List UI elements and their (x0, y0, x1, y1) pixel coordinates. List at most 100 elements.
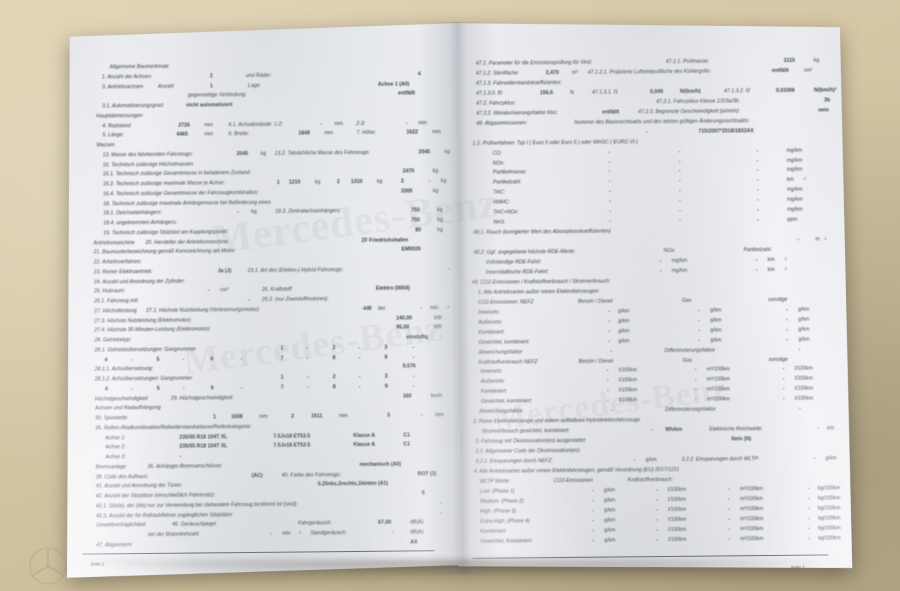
document-field: - (727, 486, 730, 493)
document-field: 30. Spurweite: (95, 415, 129, 422)
document-field: - (756, 157, 759, 164)
document-field: Wh/km (665, 426, 683, 434)
document-field: 4. Alle Antriebsarten außer reinen Elekt… (473, 466, 680, 475)
document-field: bei (378, 305, 386, 312)
document-field: -kW (362, 305, 372, 312)
document-field: 18.1. Deichselanhängers: (103, 210, 162, 217)
document-field: l/100km (618, 387, 638, 394)
document-field: 47.1.3. Fahrwiderstandskoeffizientes: (475, 79, 562, 87)
document-field: Abweichungsfaktor (478, 348, 523, 356)
document-field: Lage: (247, 82, 261, 89)
document-field: g/km (798, 336, 810, 343)
document-field: High: (Phase 3) (480, 508, 517, 515)
document-field: 16. Technisch zulässige Höchstmassen (102, 161, 194, 168)
document-field: - (679, 198, 681, 205)
document-field: - (358, 373, 361, 380)
document-field: NOx: (492, 160, 505, 167)
document-field: - (728, 535, 731, 543)
document-field: m (815, 236, 820, 243)
document-field: 25. Hubraum: (93, 288, 126, 295)
document-field: kW (434, 314, 442, 321)
document-field: g/km (798, 316, 810, 323)
document-field: Nein (N) (731, 436, 752, 443)
document-field: - (782, 396, 785, 403)
document-field: - (412, 373, 415, 380)
document-field: Umweltverträglichkeit (96, 522, 146, 529)
document-field: - (608, 159, 611, 166)
document-field: - (608, 168, 611, 175)
document-field: Anzahl (157, 83, 174, 90)
document-field: g/km (618, 337, 630, 345)
document-field: - (694, 397, 697, 404)
document-field: - (678, 148, 681, 155)
document-field: l/100km (794, 395, 814, 403)
document-field: 750 (411, 207, 420, 214)
document-field: 140,00 (396, 314, 413, 322)
mercedes-star-icon (29, 547, 67, 585)
document-field: - (608, 188, 611, 195)
document-page-left: Allgemeine Baumerkmale 1. Anzahl der Achs… (59, 22, 460, 578)
document-field: - (757, 197, 759, 204)
document-field: kg (260, 150, 267, 157)
document-field: m³/100km (740, 505, 764, 513)
document-field: mg/km (786, 147, 803, 154)
document-field: 4. Radstand: (102, 122, 132, 129)
document-field: -1 (783, 266, 788, 271)
document-field: Stromverbrauch gewichtet, kombiniert: (481, 428, 570, 435)
document-field: Partikelzahl: (492, 179, 522, 187)
document-field: kg (437, 217, 443, 224)
document-field: gegenseitige Verbindung: (188, 92, 247, 99)
document-field: 24. Anzahl und Anordnung der Zylinder: (93, 278, 186, 285)
document-field: 3b (824, 97, 831, 104)
document-field: - (757, 217, 760, 224)
document-field: - (808, 505, 810, 512)
document-field: km (767, 256, 775, 264)
document-field: - (606, 377, 609, 384)
document-field: m³/100km (740, 515, 764, 522)
document-field: km (827, 425, 835, 432)
document-field: - (237, 209, 239, 216)
document-field: Innerstädtische RDE-Fahrt: (485, 269, 549, 276)
document-field: - (698, 327, 701, 334)
document-field: - (807, 485, 810, 492)
document-field: - (130, 385, 133, 392)
document-field: l/100km (667, 486, 687, 493)
document-field: 0,03306 (775, 87, 795, 94)
document-field: - (247, 296, 250, 304)
document-field: 41. Anzahl und Anordnung der Türen: (95, 482, 183, 490)
document-field: - (182, 356, 185, 363)
document-field: 156,6 (540, 89, 554, 97)
document-field: Standgeräusch: (310, 530, 347, 537)
document-field: Benzin / Diesel (578, 358, 614, 365)
document-field: 1849 (298, 130, 310, 137)
document-field: 1.2. Prüfverfahren: Typ I ( Euro 5 oder … (472, 138, 638, 147)
document-line: Gewichtet, Kombiniert: - g/km - l/100km - m³/1… (458, 536, 854, 550)
document-field: - (606, 387, 609, 394)
document-field: - (756, 167, 759, 174)
document-field: 2 (291, 413, 295, 420)
document-field: 6 (210, 355, 214, 362)
document-field: Kraftstoffverbrauch: (627, 476, 674, 484)
document-field: - (633, 457, 636, 464)
document-field: kg/100km (818, 505, 841, 512)
document-field: 2. Reine Elektrofahrzeuge und extern auf… (473, 417, 641, 426)
document-field: Gas (682, 357, 693, 364)
document-field: mm (334, 120, 343, 127)
document-field: 21. Baumusterbezeichnung gemäß Kennzeich… (93, 248, 237, 256)
document-field: 1622 (406, 129, 418, 136)
document-field: mm (432, 129, 442, 136)
document-field: l/100km (794, 375, 813, 383)
document-field: - (592, 507, 594, 514)
document-field: 47.1.2. Stirnfläche: (475, 70, 520, 77)
document-field: -1 (823, 236, 827, 241)
document-field: 47.1.3.2. f2 (723, 88, 751, 95)
document-field: mm (435, 412, 444, 419)
document-field: 2045 (236, 150, 249, 157)
document-field: 160 (402, 392, 412, 400)
document-field: ppm (787, 216, 798, 224)
document-field: 47.1.3.1. f1 (592, 89, 619, 96)
document-field: 42.1. Sitz(e), der (die) nur zur Verwend… (95, 501, 298, 510)
document-field: 7. Höhe: (356, 130, 377, 137)
document-field: 29. Höchstgeschwindigkeit: (170, 394, 234, 402)
document-field: -1 (802, 177, 807, 182)
